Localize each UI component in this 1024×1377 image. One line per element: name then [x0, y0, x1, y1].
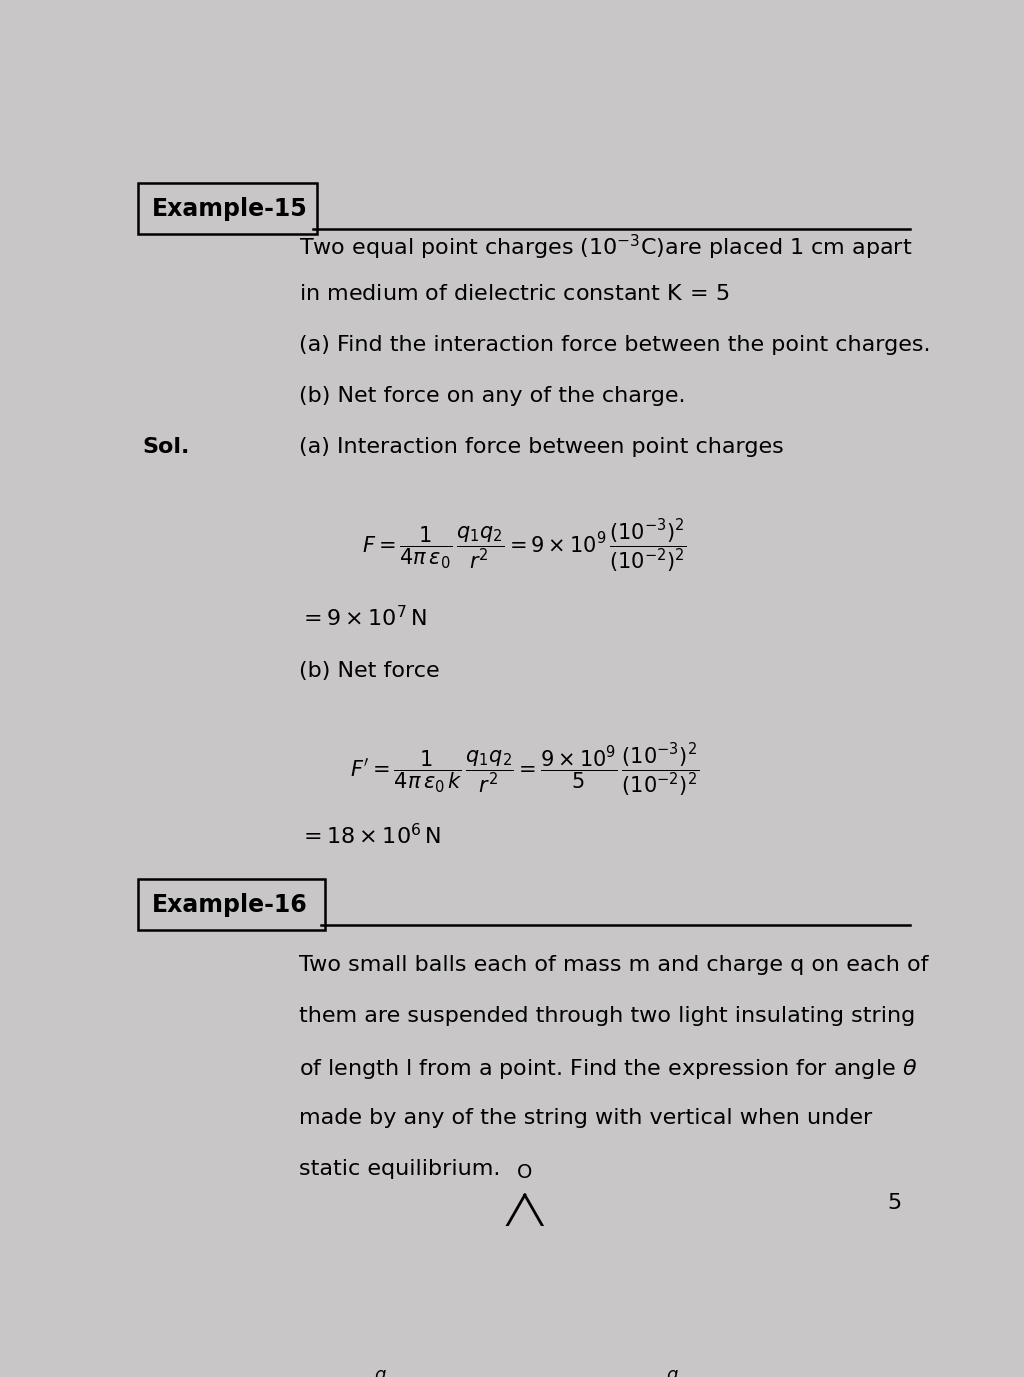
Text: static equilibrium.: static equilibrium.: [299, 1159, 500, 1179]
Text: Example-15: Example-15: [152, 197, 307, 220]
Text: Example-16: Example-16: [152, 892, 307, 917]
Text: (a) Interaction force between point charges: (a) Interaction force between point char…: [299, 437, 783, 457]
Text: Two small balls each of mass m and charge q on each of: Two small balls each of mass m and charg…: [299, 956, 928, 975]
Text: (b) Net force: (b) Net force: [299, 661, 439, 680]
Text: $= 18\times 10^6\,\mathrm{N}$: $= 18\times 10^6\,\mathrm{N}$: [299, 823, 440, 848]
FancyBboxPatch shape: [138, 183, 316, 234]
Text: q: q: [374, 1366, 385, 1377]
FancyBboxPatch shape: [138, 880, 325, 929]
Text: 5: 5: [888, 1192, 902, 1213]
Text: O: O: [517, 1164, 532, 1183]
Text: made by any of the string with vertical when under: made by any of the string with vertical …: [299, 1108, 871, 1128]
Text: them are suspended through two light insulating string: them are suspended through two light ins…: [299, 1007, 914, 1026]
Text: $= 9\times 10^7\,\mathrm{N}$: $= 9\times 10^7\,\mathrm{N}$: [299, 605, 426, 629]
Text: $F = \dfrac{1}{4\pi\,\epsilon_0}\,\dfrac{q_1 q_2}{r^2} = 9\times10^9\,\dfrac{\le: $F = \dfrac{1}{4\pi\,\epsilon_0}\,\dfrac…: [362, 518, 687, 576]
Text: q: q: [666, 1366, 677, 1377]
Text: in medium of dielectric constant K$\,=\,$5: in medium of dielectric constant K$\,=\,…: [299, 284, 730, 304]
Text: Sol.: Sol.: [142, 437, 189, 457]
Text: (a) Find the interaction force between the point charges.: (a) Find the interaction force between t…: [299, 335, 930, 355]
Text: of length l from a point. Find the expression for angle $\theta$: of length l from a point. Find the expre…: [299, 1058, 916, 1081]
Text: (b) Net force on any of the charge.: (b) Net force on any of the charge.: [299, 386, 685, 406]
Text: $F' = \dfrac{1}{4\pi\,\epsilon_0\,k}\,\dfrac{q_1 q_2}{r^2} = \dfrac{9\times10^9}: $F' = \dfrac{1}{4\pi\,\epsilon_0\,k}\,\d…: [350, 742, 699, 799]
Text: Two equal point charges $(10^{-3}$C)are placed 1 cm apart: Two equal point charges $(10^{-3}$C)are …: [299, 233, 912, 262]
